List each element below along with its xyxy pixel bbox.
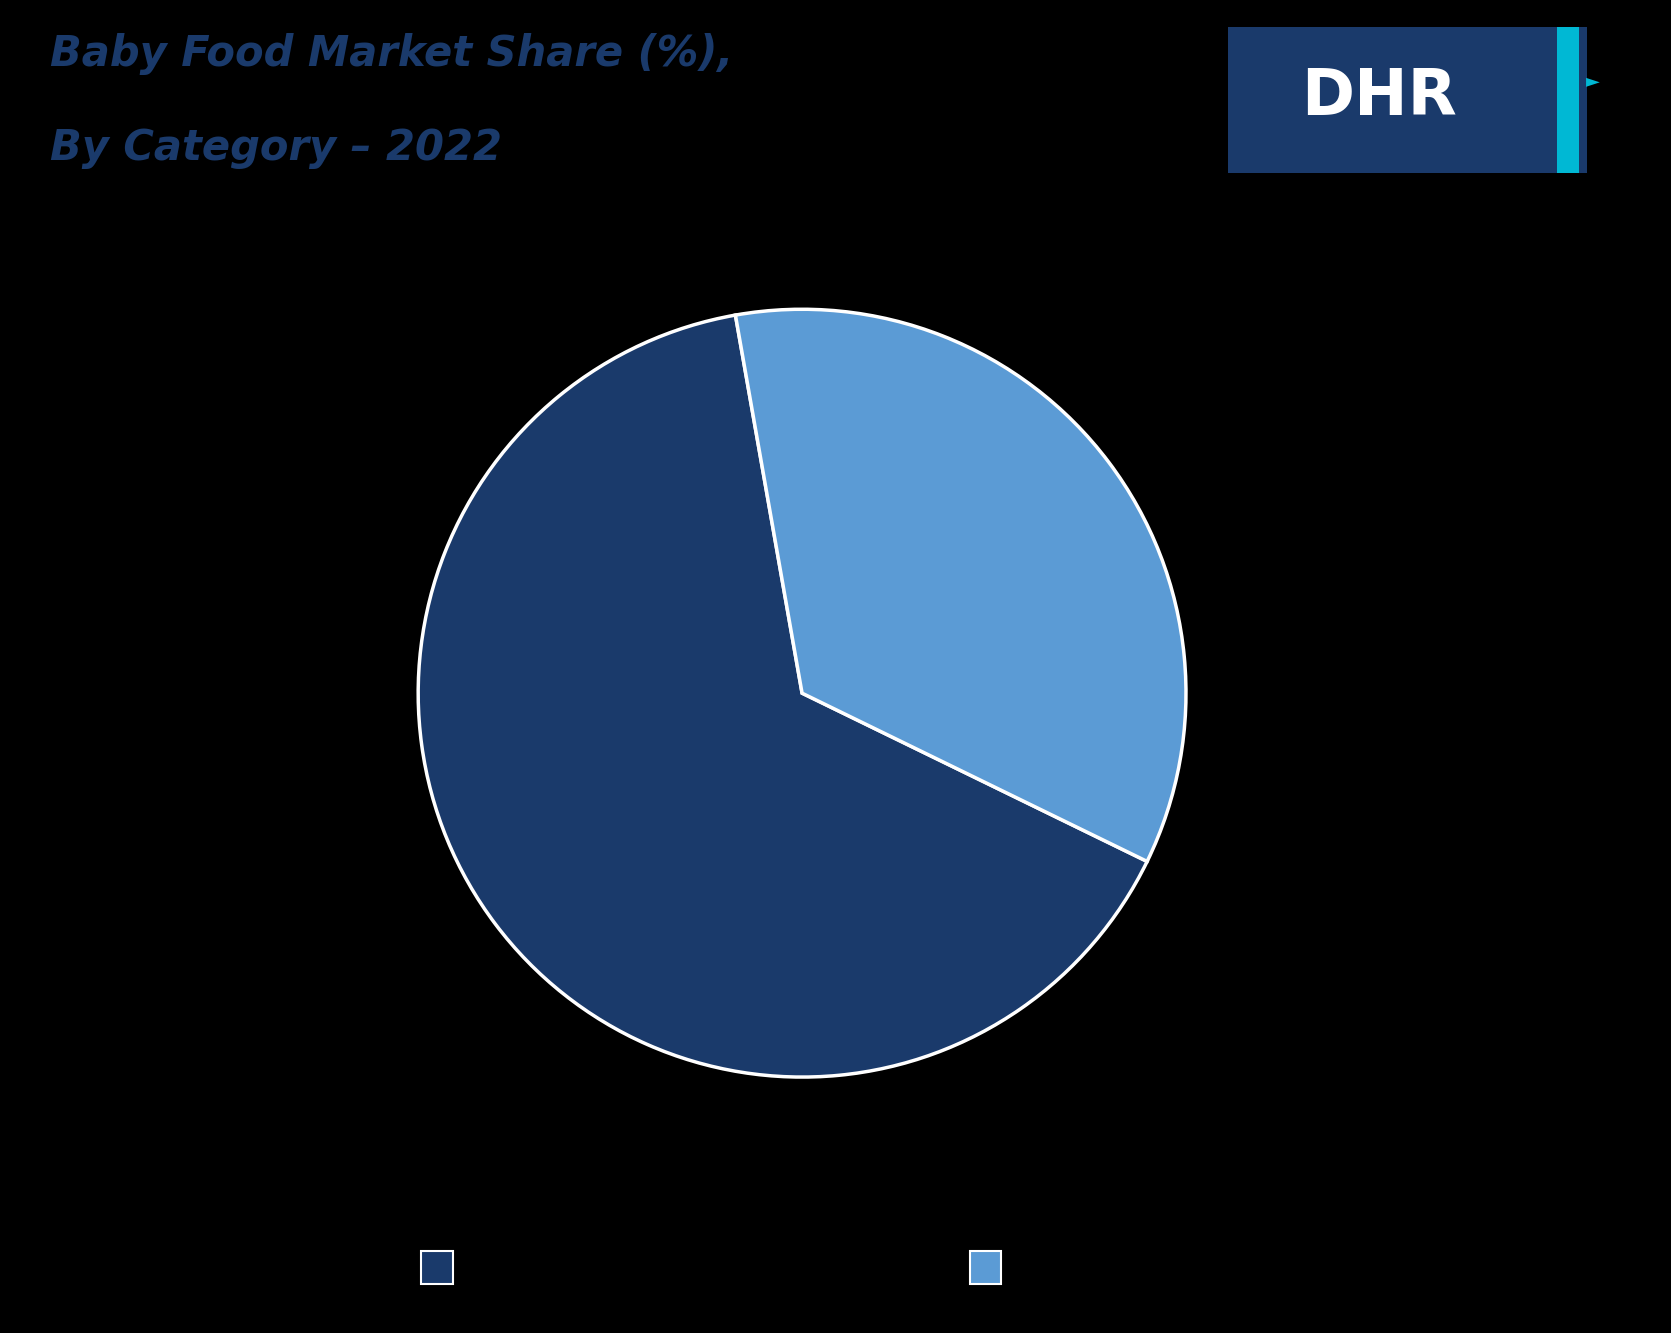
Text: By Category – 2022: By Category – 2022: [50, 127, 501, 169]
Legend: Prepared/Dried Baby Food, Milk Formula: Prepared/Dried Baby Food, Milk Formula: [411, 1241, 1193, 1294]
Text: DHR: DHR: [1302, 67, 1457, 128]
Wedge shape: [418, 315, 1146, 1077]
Text: Baby Food Market Share (%),: Baby Food Market Share (%),: [50, 33, 734, 76]
Text: ►: ►: [1586, 72, 1599, 91]
Wedge shape: [735, 309, 1186, 861]
